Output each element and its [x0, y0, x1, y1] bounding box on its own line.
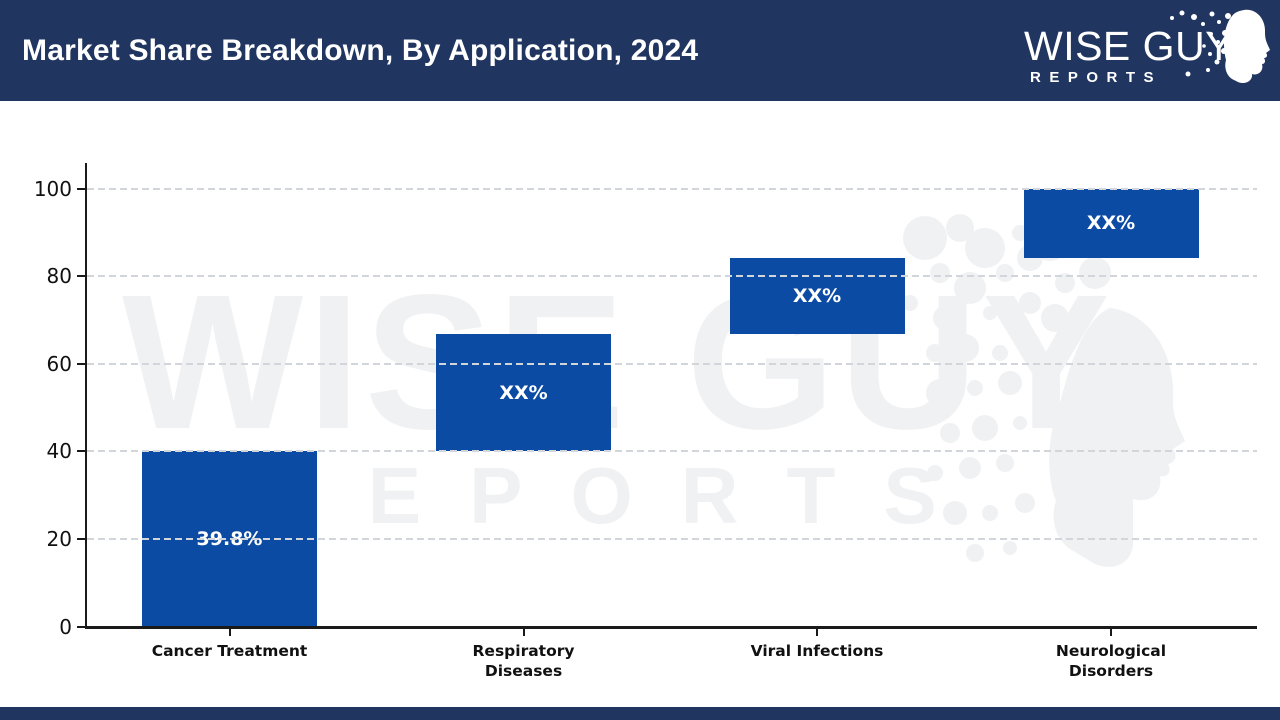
logo-face-icon	[1170, 9, 1270, 84]
x-category-label: Neurological Disorders	[1055, 642, 1167, 681]
y-tick-label-0: 0	[59, 614, 72, 639]
page-title: Market Share Breakdown, By Application, …	[22, 33, 699, 67]
y-tick-mark-40	[77, 450, 85, 453]
y-tick-label-40: 40	[46, 439, 72, 464]
footer-bar	[0, 707, 1280, 720]
x-tick-mark	[228, 629, 231, 636]
watermark-face-icon	[902, 213, 1185, 567]
bar-respiratory-diseases: XX%	[436, 333, 611, 452]
gridline-40	[87, 450, 1257, 453]
x-category-label: Viral Infections	[750, 642, 884, 660]
gridline-100	[87, 187, 1257, 190]
x-tick-mark	[1110, 629, 1112, 636]
y-tick-label-60: 60	[46, 351, 72, 376]
bar-neurological-disorders: XX%	[1023, 188, 1199, 258]
y-tick-mark-100	[77, 187, 85, 190]
bar-viral-infections: XX%	[729, 257, 905, 334]
y-tick-mark-0	[77, 625, 85, 628]
bar-value-label: XX%	[499, 381, 548, 404]
wise-guy-reports-logo: WISE GUY REPORTS	[1024, 9, 1270, 86]
gridline-80	[87, 275, 1257, 278]
gridline-20	[87, 537, 1257, 540]
y-tick-label-20: 20	[46, 526, 72, 551]
bar-value-label: XX%	[1086, 212, 1136, 235]
x-tick-mark	[522, 629, 525, 636]
y-axis-line	[85, 163, 87, 628]
logo-text-reports: REPORTS	[1030, 69, 1162, 86]
bar-value-label: XX%	[792, 284, 842, 307]
x-axis-line	[85, 626, 1257, 629]
logo-text-wiseguy: WISE GUY	[1024, 23, 1233, 69]
x-tick-mark	[816, 629, 818, 636]
y-tick-mark-20	[77, 537, 85, 540]
watermark-text-reports: REPORTS	[262, 451, 985, 540]
gridline-60	[87, 362, 1257, 365]
header-bar: Market Share Breakdown, By Application, …	[0, 0, 1280, 101]
y-tick-label-80: 80	[46, 264, 72, 289]
x-category-label: Cancer Treatment	[151, 642, 308, 660]
x-category-label: Respiratory Diseases	[472, 642, 575, 681]
y-tick-mark-60	[77, 362, 85, 365]
y-tick-mark-80	[77, 275, 85, 278]
y-tick-label-100: 100	[33, 176, 72, 201]
